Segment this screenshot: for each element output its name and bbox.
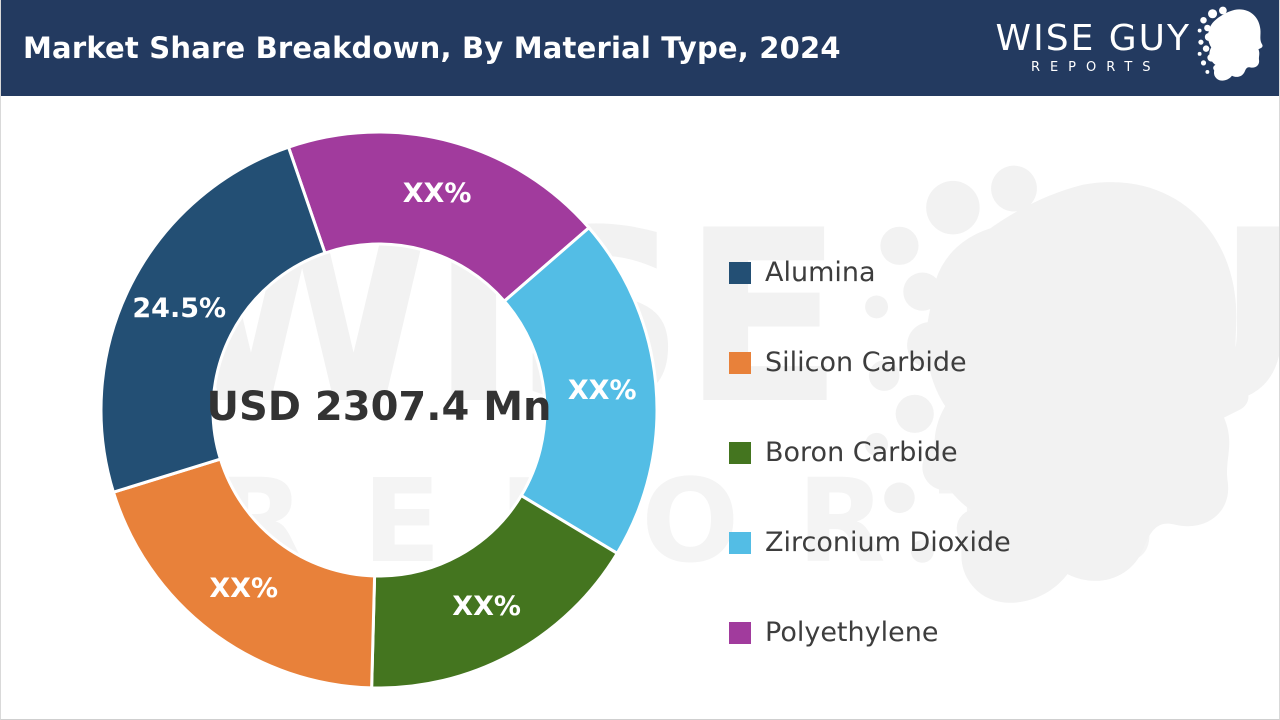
legend-label: Boron Carbide	[765, 437, 958, 468]
legend-item: Zirconium Dioxide	[729, 526, 1011, 559]
legend-swatch	[729, 441, 751, 464]
wiseguy-logo: WISE GUY REPORTS	[996, 6, 1268, 90]
donut-chart: XX% XX% XX% XX% 24.5%	[99, 130, 659, 690]
legend-swatch	[729, 351, 751, 374]
donut-segment-silicon-carbide	[111, 457, 377, 690]
logo-subtext: REPORTS	[1030, 60, 1161, 75]
logo-text: WISE GUY REPORTS	[995, 18, 1192, 76]
chart-legend: Alumina Silicon Carbide Boron Carbide Zirco…	[729, 256, 1011, 649]
legend-swatch	[729, 531, 751, 554]
chart-center-value: USD 2307.4 Mn	[206, 384, 552, 430]
donut-segment-boron-carbide	[370, 494, 619, 690]
legend-label: Zirconium Dioxide	[765, 527, 1011, 558]
legend-item: Silicon Carbide	[729, 346, 1011, 379]
legend-swatch	[729, 621, 751, 644]
legend-item: Polyethylene	[729, 616, 1011, 649]
legend-swatch	[729, 261, 751, 284]
legend-label: Alumina	[765, 257, 876, 288]
legend-item: Alumina	[729, 256, 1011, 289]
watermark-face-icon	[865, 165, 1249, 603]
donut-segment-label: XX%	[209, 573, 278, 604]
donut-segment-label: XX%	[403, 178, 472, 209]
donut-segment-alumina	[99, 145, 327, 494]
header-bar: Market Share Breakdown, By Material Type…	[1, 0, 1279, 96]
logo-wordmark: WISE GUY	[995, 18, 1191, 59]
donut-segment-label: XX%	[568, 375, 637, 406]
legend-label: Polyethylene	[765, 617, 939, 648]
donut-segment-polyethylene	[286, 130, 591, 303]
page-title: Market Share Breakdown, By Material Type…	[23, 31, 841, 65]
donut-segment-label: 24.5%	[132, 293, 226, 324]
legend-label: Silicon Carbide	[765, 347, 967, 378]
wiseguy-face-icon	[1197, 6, 1263, 81]
donut-segment-zirconium-dioxide	[502, 226, 659, 555]
legend-item: Boron Carbide	[729, 436, 1011, 469]
donut-segment-label: XX%	[452, 591, 521, 622]
